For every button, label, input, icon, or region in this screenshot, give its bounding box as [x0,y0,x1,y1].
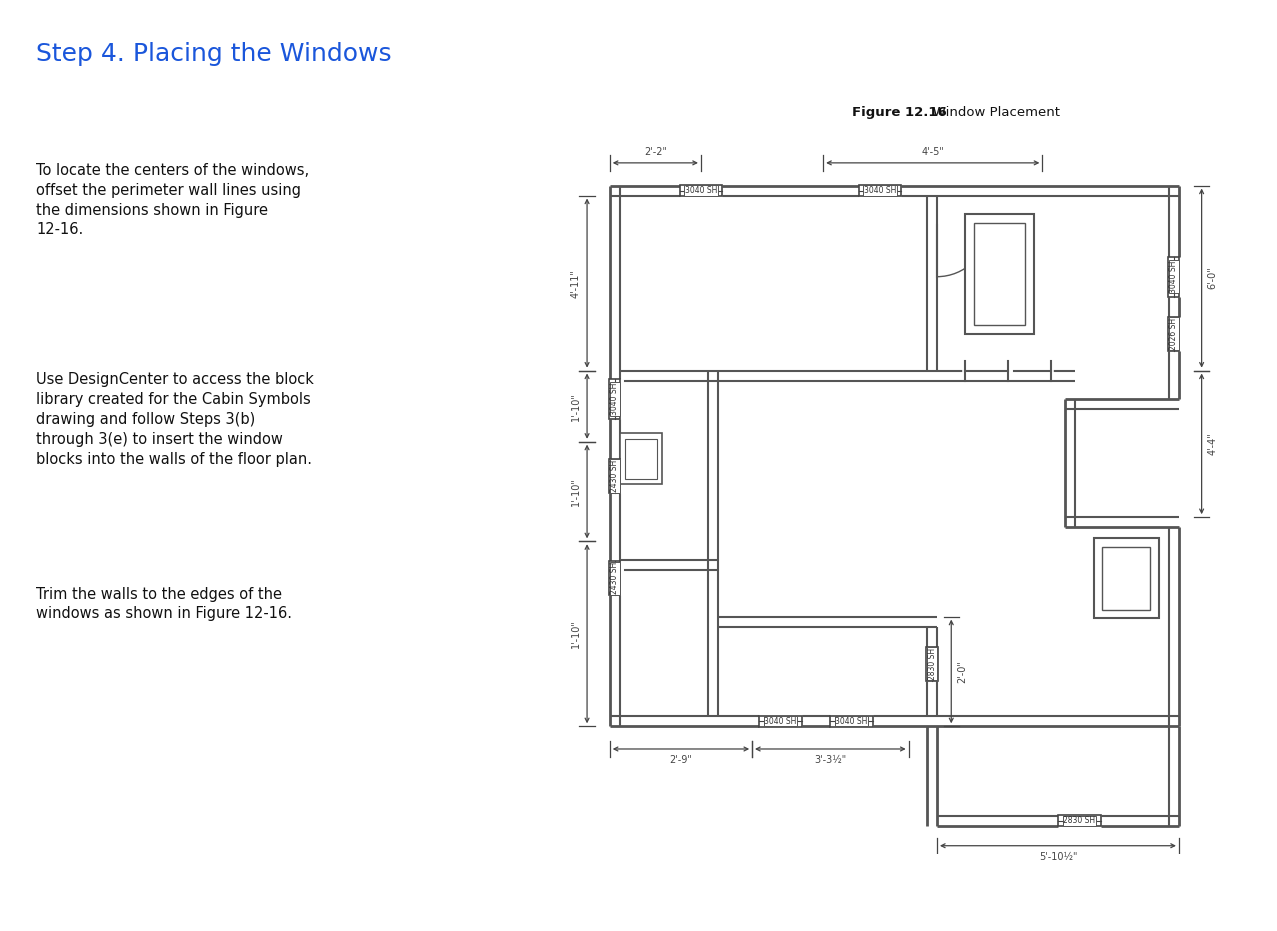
Text: Use DesignCenter to access the block
library created for the Cabin Symbols
drawi: Use DesignCenter to access the block lib… [36,372,314,466]
Bar [609,561,621,595]
Bar [858,185,902,196]
Text: 1'-10": 1'-10" [571,619,581,648]
Bar [1168,257,1180,297]
Bar [974,223,1025,325]
Bar [1057,816,1101,827]
Bar [679,185,723,196]
Text: 3040 SH: 3040 SH [610,383,619,415]
Text: 3040 SH: 3040 SH [684,186,718,196]
Text: To locate the centers of the windows,
offset the perimeter wall lines using
the : To locate the centers of the windows, of… [36,163,309,237]
Bar [619,433,663,484]
Text: 3040 SH: 3040 SH [835,717,868,726]
Text: 4'-5": 4'-5" [921,147,944,156]
Bar [609,379,621,419]
Text: 2430 SH: 2430 SH [610,562,619,594]
Bar [1168,317,1180,351]
Text: 1'-10": 1'-10" [571,477,581,506]
Text: 3'-3½": 3'-3½" [815,755,847,765]
Bar [965,214,1034,333]
Text: 4'-11": 4'-11" [571,269,581,298]
Bar [927,646,937,681]
Text: 2830 SH: 2830 SH [1064,816,1096,826]
Text: Trim the walls to the edges of the
windows as shown in Figure 12-16.: Trim the walls to the edges of the windo… [36,587,292,621]
Text: Window Placement: Window Placement [919,106,1060,119]
Bar [830,716,873,727]
Text: 4'-4": 4'-4" [1208,433,1218,455]
Bar [760,716,802,727]
Bar [1102,547,1151,610]
Text: 2026 SH: 2026 SH [1170,317,1179,350]
Bar [1093,538,1160,618]
Text: 3040 SH: 3040 SH [1170,261,1179,293]
Text: 1'-10": 1'-10" [571,392,581,421]
Text: Step 4. Placing the Windows: Step 4. Placing the Windows [36,42,392,66]
Text: Figure 12.16: Figure 12.16 [852,106,946,119]
Text: 2830 SH: 2830 SH [927,648,936,680]
Bar [626,439,656,479]
Text: 6'-0": 6'-0" [1208,266,1218,290]
Bar [609,459,621,492]
Text: 2'-0": 2'-0" [958,660,968,683]
Text: 3040 SH: 3040 SH [765,717,797,726]
Text: 5'-10½": 5'-10½" [1038,852,1078,862]
Text: 2'-2": 2'-2" [644,147,667,156]
Text: 2430 SH: 2430 SH [610,460,619,492]
Text: 2'-9": 2'-9" [669,755,692,765]
Text: 3040 SH: 3040 SH [865,186,896,196]
